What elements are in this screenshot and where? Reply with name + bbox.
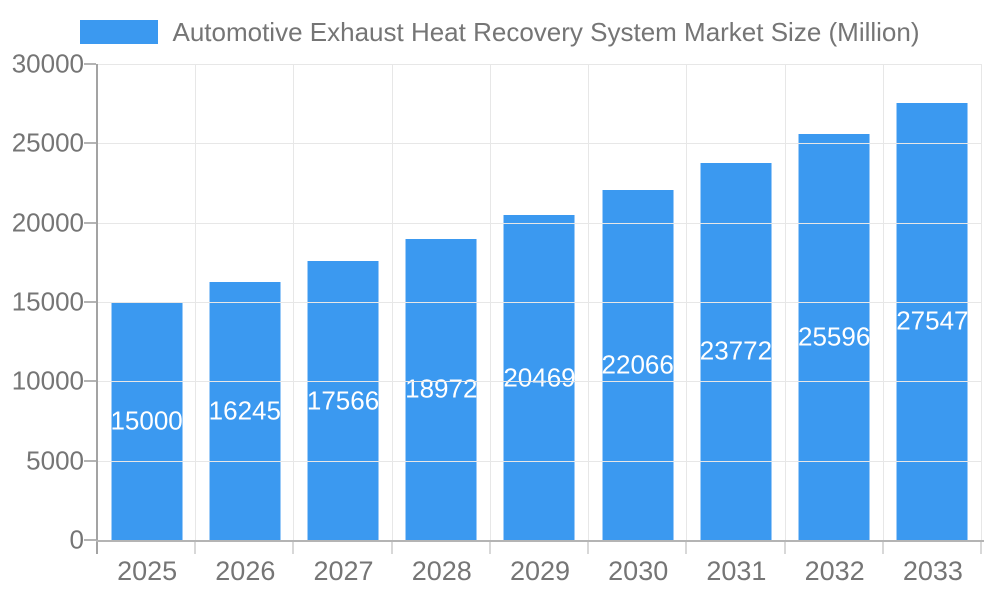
x-axis-label-2029: 2029 xyxy=(509,556,571,586)
y-tick xyxy=(84,301,96,303)
gridline-y-5000 xyxy=(98,460,982,462)
x-tick xyxy=(390,542,393,554)
bar-2026[interactable]: 16245 xyxy=(208,282,281,540)
y-tick xyxy=(84,459,96,462)
bar-value-label-2027: 17566 xyxy=(306,385,380,416)
bar-value-label-2033: 27547 xyxy=(896,305,969,336)
x-axis-labels: 2025 2026 2027 2028 2029 2030 2031 2032 2033 xyxy=(98,556,982,587)
x-axis-label-2025: 2025 xyxy=(117,556,178,586)
x-tick xyxy=(881,542,884,554)
y-tick xyxy=(84,63,96,65)
bar-columns: 15000 16245 17566 18972 20469 22066 23772 25596… xyxy=(98,64,982,554)
x-axis-label-2030: 2030 xyxy=(608,556,669,586)
bar-2030[interactable]: 22066 xyxy=(601,189,674,540)
y-axis-tick-label-15000: 15000 xyxy=(11,286,84,317)
y-axis-tick-label-10000: 10000 xyxy=(11,365,84,396)
y-tick xyxy=(84,221,96,224)
bar-value-label-2028: 18972 xyxy=(405,373,478,404)
bar-column-2026: 16245 xyxy=(196,64,295,554)
x-axis-label-2032: 2032 xyxy=(804,556,865,586)
x-axis-label-2027: 2027 xyxy=(313,556,374,586)
x-tick xyxy=(587,542,590,554)
gridline-y-25000 xyxy=(98,143,982,145)
x-axis-label-2028: 2028 xyxy=(411,556,472,586)
legend-label: Automotive Exhaust Heat Recovery System … xyxy=(172,17,920,47)
bar-2027[interactable]: 17566 xyxy=(306,261,380,540)
bar-value-label-2029: 20469 xyxy=(503,362,576,393)
y-axis-tick-label-25000: 25000 xyxy=(11,127,84,158)
bar-2032[interactable]: 25596 xyxy=(797,133,871,540)
x-axis-label-2031: 2031 xyxy=(706,556,767,586)
legend[interactable]: Automotive Exhaust Heat Recovery System … xyxy=(0,18,1000,47)
x-tick xyxy=(979,542,982,554)
y-tick xyxy=(84,380,96,383)
bar-value-label-2026: 16245 xyxy=(208,395,281,426)
y-tick xyxy=(84,539,96,541)
x-axis-line xyxy=(96,540,984,542)
bar-2031[interactable]: 23772 xyxy=(699,162,773,540)
bar-column-2028: 18972 xyxy=(393,64,491,554)
bar-column-2032: 25596 xyxy=(786,64,884,554)
x-axis-label-2033: 2033 xyxy=(902,556,963,586)
plot-area: 15000 16245 17566 18972 20469 22066 23772 25596… xyxy=(84,63,984,554)
bar-2033[interactable]: 27547 xyxy=(896,102,969,540)
y-axis-tick-label-5000: 5000 xyxy=(26,445,84,476)
x-tick xyxy=(488,542,491,554)
bar-value-label-2030: 22066 xyxy=(601,349,674,380)
gridline-y-20000 xyxy=(98,222,982,224)
bar-2029[interactable]: 20469 xyxy=(503,215,576,540)
bar-column-2025: 15000 xyxy=(98,64,197,554)
x-tick xyxy=(292,542,295,554)
y-tick xyxy=(84,142,96,145)
bar-column-2029: 20469 xyxy=(491,64,590,554)
bar-2025[interactable]: 15000 xyxy=(110,302,183,540)
x-tick xyxy=(783,542,786,554)
bar-value-label-2031: 23772 xyxy=(699,335,773,366)
y-axis-tick-label-20000: 20000 xyxy=(11,207,84,238)
y-axis-tick-label-30000: 30000 xyxy=(11,48,84,79)
y-axis-tick-label-0: 0 xyxy=(69,524,84,555)
gridline-y-15000 xyxy=(98,302,982,303)
gridline-y-10000 xyxy=(98,381,982,383)
bar-column-2030: 22066 xyxy=(589,64,688,554)
bar-value-label-2032: 25596 xyxy=(797,321,871,352)
legend-swatch xyxy=(80,20,159,45)
x-axis-label-2026: 2026 xyxy=(215,556,276,586)
y-axis-labels: 0 5000 10000 15000 20000 25000 30000 xyxy=(0,49,84,555)
x-tick xyxy=(685,542,688,554)
gridline-y-30000 xyxy=(98,64,982,65)
bar-column-2033: 27547 xyxy=(884,64,982,554)
x-tick xyxy=(194,542,197,554)
y-axis-line xyxy=(96,64,98,554)
bar-column-2031: 23772 xyxy=(687,64,786,554)
bar-2028[interactable]: 18972 xyxy=(405,238,478,540)
bar-value-label-2025: 15000 xyxy=(110,405,183,436)
